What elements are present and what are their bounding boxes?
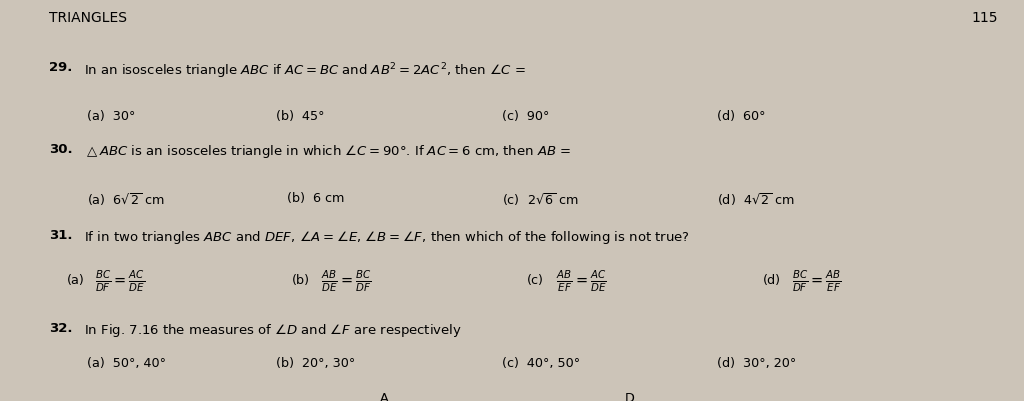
Text: $\frac{AB}{EF} = \frac{AC}{DE}$: $\frac{AB}{EF} = \frac{AC}{DE}$ (556, 267, 607, 293)
Text: (b)  20°, 30°: (b) 20°, 30° (276, 356, 355, 369)
Text: (a)  $6\sqrt{2}$ cm: (a) $6\sqrt{2}$ cm (87, 191, 165, 208)
Text: $\frac{BC}{DF} = \frac{AB}{EF}$: $\frac{BC}{DF} = \frac{AB}{EF}$ (792, 267, 842, 293)
Text: (c)  40°, 50°: (c) 40°, 50° (502, 356, 580, 369)
Text: (b)  6 cm: (b) 6 cm (287, 191, 344, 204)
Text: 32.: 32. (49, 321, 73, 334)
Text: (c): (c) (527, 273, 544, 287)
Text: $\triangle ABC$ is an isosceles triangle in which $\angle C = 90°$. If $AC = 6$ : $\triangle ABC$ is an isosceles triangle… (84, 143, 571, 160)
Text: 115: 115 (972, 11, 998, 25)
Text: 29.: 29. (49, 61, 73, 74)
Text: (d)  30°, 20°: (d) 30°, 20° (717, 356, 796, 369)
Text: (a)  50°, 40°: (a) 50°, 40° (87, 356, 166, 369)
Text: (d)  60°: (d) 60° (717, 109, 765, 122)
Text: 31.: 31. (49, 228, 73, 241)
Text: (a)  30°: (a) 30° (87, 109, 135, 122)
Text: (d)  $4\sqrt{2}$ cm: (d) $4\sqrt{2}$ cm (717, 191, 795, 208)
Text: TRIANGLES: TRIANGLES (49, 11, 127, 25)
Text: $\frac{AB}{DE} = \frac{BC}{DF}$: $\frac{AB}{DE} = \frac{BC}{DF}$ (321, 267, 372, 293)
Text: If in two triangles $ABC$ and $DEF$, $\angle A = \angle E$, $\angle B = \angle F: If in two triangles $ABC$ and $DEF$, $\a… (84, 228, 690, 245)
Text: (d): (d) (763, 273, 781, 287)
Text: (b): (b) (292, 273, 310, 287)
Text: D: D (625, 391, 635, 401)
Text: (c)  $2\sqrt{6}$ cm: (c) $2\sqrt{6}$ cm (502, 191, 579, 208)
Text: In an isosceles triangle $ABC$ if $AC = BC$ and $AB^2 = 2AC^2$, then $\angle C$ : In an isosceles triangle $ABC$ if $AC = … (84, 61, 526, 81)
Text: 30.: 30. (49, 143, 73, 156)
Text: $\frac{BC}{DF} = \frac{AC}{DE}$: $\frac{BC}{DF} = \frac{AC}{DE}$ (95, 267, 145, 293)
Text: (b)  45°: (b) 45° (276, 109, 325, 122)
Text: (c)  90°: (c) 90° (502, 109, 549, 122)
Text: (a): (a) (67, 273, 84, 287)
Text: In Fig. 7.16 the measures of $\angle D$ and $\angle F$ are respectively: In Fig. 7.16 the measures of $\angle D$ … (84, 321, 462, 338)
Text: A: A (380, 391, 388, 401)
